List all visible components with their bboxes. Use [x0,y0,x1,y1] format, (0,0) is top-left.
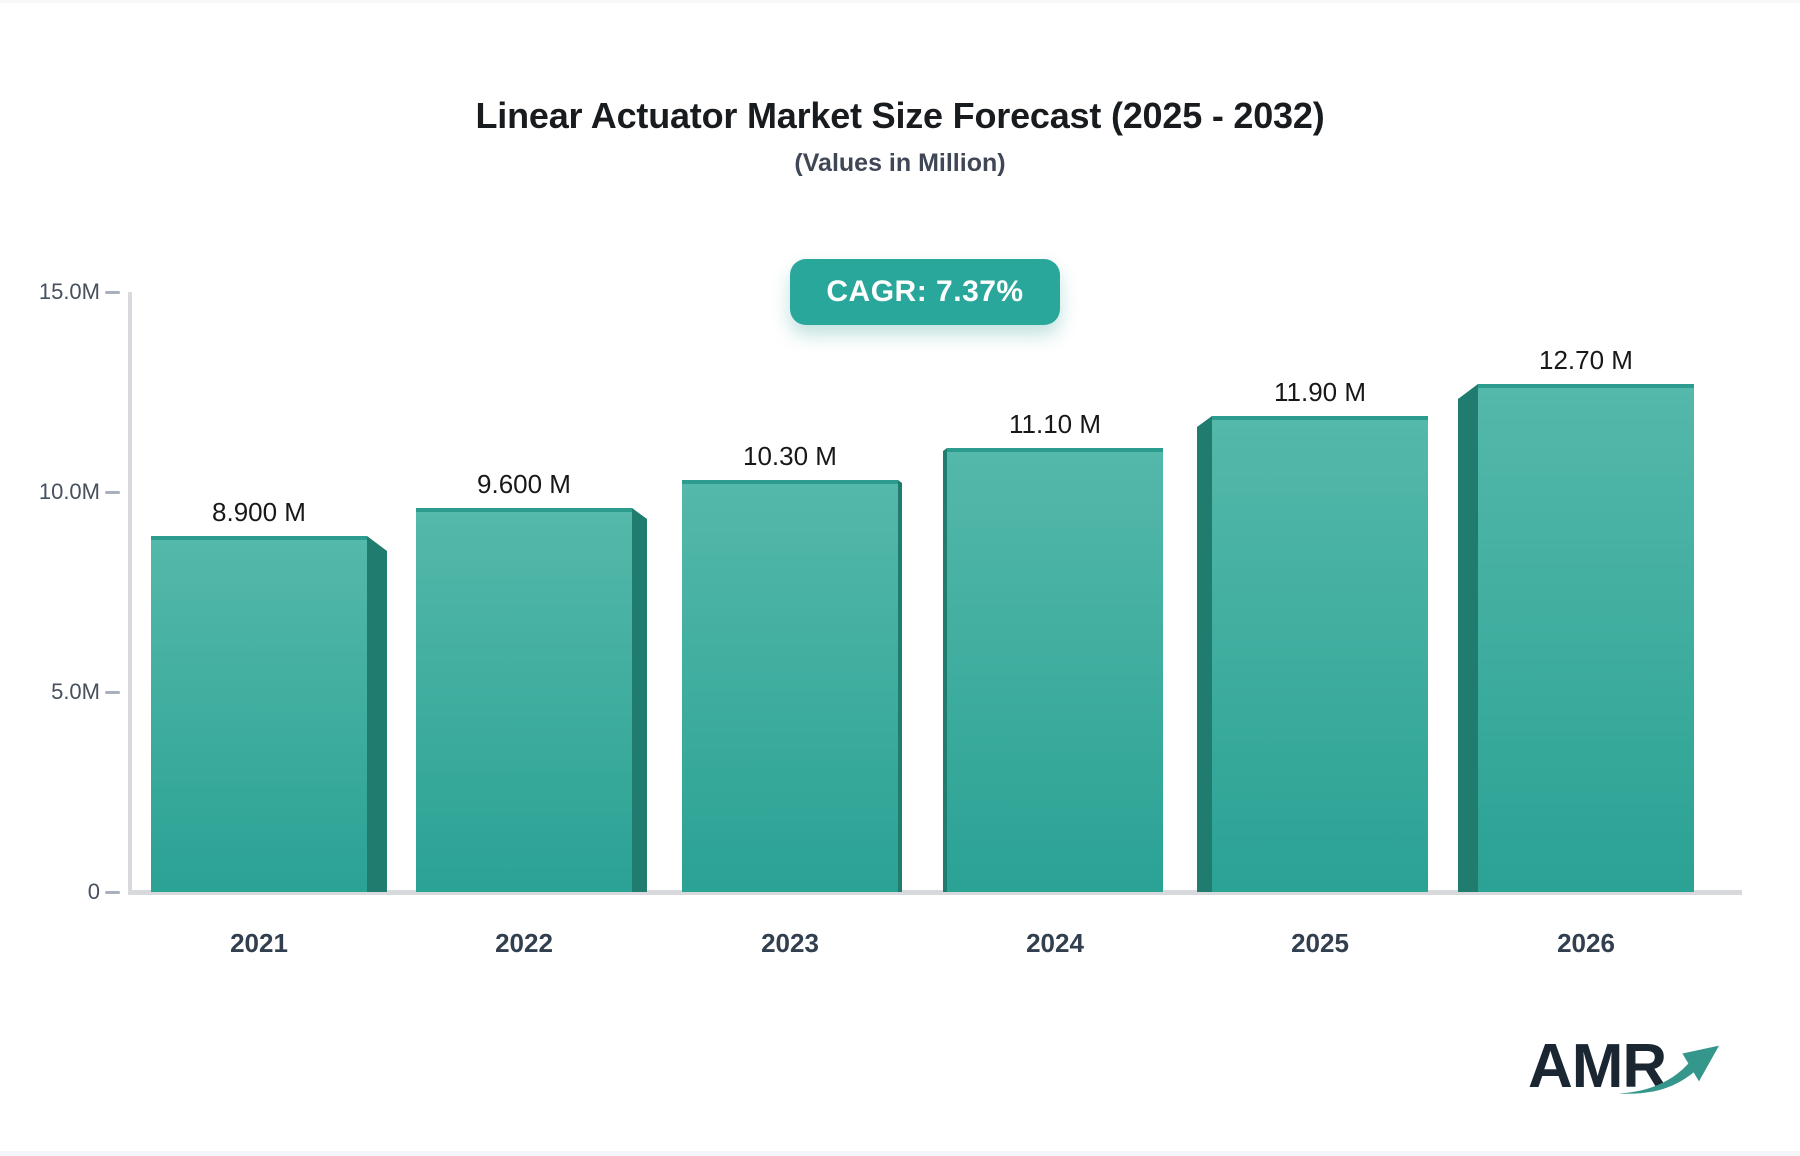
bar-side-2026 [1458,384,1478,892]
growth-arrow-icon [1618,1045,1720,1094]
y-axis-tick-mark [105,691,120,694]
bar-value-label: 11.10 M [1008,409,1101,439]
plot-area: 8.900 M 9.600 M 10.30 M 11.10 M 11.90 M 12.70… [0,3,1800,1151]
amr-logo: AMR [1528,1035,1740,1115]
bar-2022 [416,508,632,892]
y-axis-tick-mark [105,891,120,894]
x-axis-label-2026: 2026 [1557,928,1615,958]
x-axis-baseline [128,890,1742,895]
bar-value-label: 10.30 M [743,441,837,471]
bar-side-2025 [1197,416,1212,892]
x-axis-label-2024: 2024 [1026,928,1084,958]
bar-value-label: 12.70 M [1539,345,1633,375]
y-axis-tick-label: 10.0M [38,479,100,504]
y-axis-tick-label: 0 [87,879,100,904]
bar-2026 [1478,384,1694,892]
cagr-badge: CAGR: 7.37% [790,259,1060,325]
bar-value-label: 9.600 M [477,469,571,499]
bar-2024 [947,448,1163,892]
bar-2025 [1212,416,1428,892]
chart-title: Linear Actuator Market Size Forecast (20… [475,95,1325,136]
x-axis-label-2021: 2021 [230,928,288,958]
bar-value-label: 8.900 M [212,497,306,527]
y-axis-tick-label: 5.0M [51,679,100,704]
x-axis-label-2025: 2025 [1291,928,1349,958]
amr-logo-text: AMR [1528,1032,1667,1101]
bar-2021 [151,536,367,892]
bar-side-2023 [898,480,902,892]
bar-side-2021 [367,536,387,892]
bar-side-2022 [632,508,647,892]
y-axis-tick-mark [105,491,120,494]
y-axis-tick-label: 15.0M [38,279,100,304]
chart-subtitle: (Values in Million) [794,149,1006,177]
bar-value-label: 11.90 M [1273,377,1366,407]
y-axis-line [128,292,132,892]
x-axis-label-2023: 2023 [761,928,819,958]
bar-side-2024 [943,448,947,892]
y-axis-tick-mark [105,291,120,294]
bar-2023 [682,480,898,892]
x-axis-label-2022: 2022 [495,928,553,958]
